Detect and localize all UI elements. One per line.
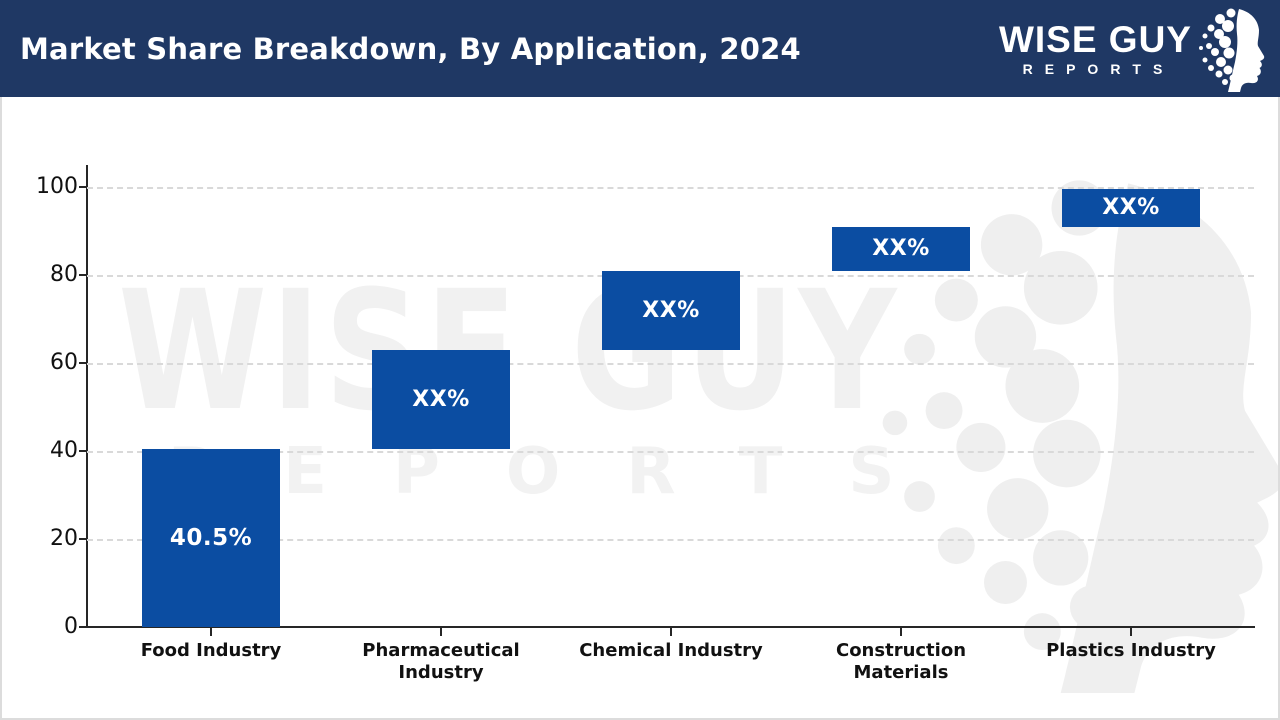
y-tick-mark (79, 186, 87, 188)
y-axis-line (86, 165, 88, 628)
x-tick-mark (210, 628, 212, 636)
gridline-60 (87, 363, 1254, 365)
x-category-label: Chemical Industry (579, 640, 763, 661)
y-tick-mark (79, 538, 87, 540)
logo-wordmark: WISE GUY (998, 18, 1192, 60)
x-category-label: Plastics Industry (1046, 640, 1216, 661)
x-category-label: Pharmaceutical Industry (362, 640, 520, 683)
y-tick-label: 100 (36, 174, 78, 199)
wise-guy-logo: WISE GUY REPORTS (999, 0, 1266, 97)
y-tick-mark (79, 274, 87, 276)
y-tick-mark (79, 450, 87, 452)
y-tick-label: 0 (64, 614, 78, 639)
gridline-100 (87, 187, 1254, 189)
page-title: Market Share Breakdown, By Application, … (20, 31, 801, 66)
y-tick-label: 40 (50, 438, 78, 463)
x-category-label: Construction Materials (835, 640, 967, 683)
bar-food-industry: 40.5% (142, 448, 280, 627)
gridline-40 (87, 451, 1254, 453)
bar-value-label: XX% (1102, 195, 1160, 221)
y-tick-label: 60 (50, 350, 78, 375)
x-tick-mark (440, 628, 442, 636)
bar-plastics-industry: XX% (1062, 189, 1200, 227)
logo-subtitle: REPORTS (1022, 60, 1175, 77)
x-tick-mark (1130, 628, 1132, 636)
header: Market Share Breakdown, By Application, … (0, 0, 1280, 97)
watermark-subtitle: REPORTS (168, 435, 961, 509)
head-profile-dots-icon (1199, 8, 1265, 92)
bar-value-label: 40.5% (169, 524, 253, 551)
x-category-label: Food Industry (140, 640, 282, 661)
x-axis-line (86, 626, 1255, 628)
y-tick-label: 20 (50, 526, 78, 551)
bar-construction-materials: XX% (832, 226, 970, 271)
bar-chemical-industry: XX% (602, 270, 740, 350)
gridline-20 (87, 539, 1254, 541)
x-tick-mark (900, 628, 902, 636)
y-tick-label: 80 (50, 262, 78, 287)
bar-value-label: XX% (642, 297, 700, 323)
x-tick-mark (670, 628, 672, 636)
bar-value-label: XX% (872, 236, 930, 262)
y-tick-mark (79, 362, 87, 364)
logo-text: WISE GUY REPORTS (998, 18, 1192, 77)
bar-value-label: XX% (412, 386, 470, 412)
bar-pharmaceutical-industry: XX% (372, 349, 510, 449)
y-tick-mark (79, 626, 87, 628)
